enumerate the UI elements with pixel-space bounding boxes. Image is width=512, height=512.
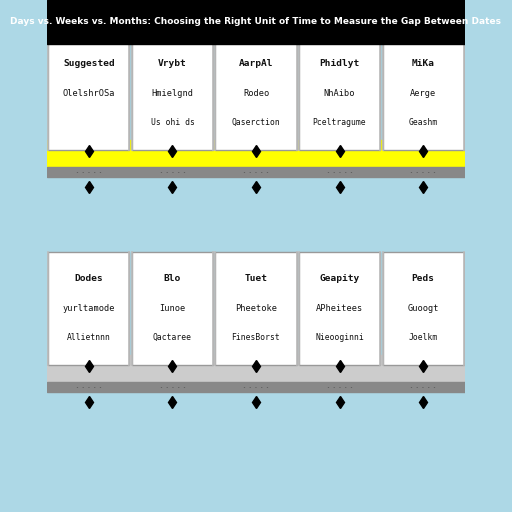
Text: Guoogt: Guoogt [408,304,439,313]
FancyBboxPatch shape [216,37,296,150]
FancyBboxPatch shape [48,37,130,150]
Text: - - - - -: - - - - - [243,170,269,175]
Text: Peds: Peds [412,274,435,284]
Text: - - - - -: - - - - - [410,385,436,390]
Text: - - - - -: - - - - - [76,170,102,175]
Text: Tuet: Tuet [245,274,267,284]
Bar [47,0,465,44]
Text: Qaserction: Qaserction [231,118,281,127]
Text: Blo: Blo [164,274,181,284]
Text: - - - - -: - - - - - [160,170,185,175]
Text: NhAibo: NhAibo [324,89,355,98]
Text: Geashm: Geashm [409,118,438,127]
FancyBboxPatch shape [216,252,296,365]
Text: Vrybt: Vrybt [158,59,187,69]
FancyBboxPatch shape [299,37,380,150]
FancyBboxPatch shape [132,37,213,150]
Text: Geapity: Geapity [319,274,360,284]
Text: Us ohi ds: Us ohi ds [151,118,195,127]
Text: - - - - -: - - - - - [327,385,352,390]
Bar [47,167,465,177]
Bar [47,382,465,392]
Text: - - - - -: - - - - - [327,170,352,175]
Text: Allietnnn: Allietnnn [67,333,111,342]
Text: AarpAl: AarpAl [239,59,273,69]
Text: Qactaree: Qactaree [153,333,192,342]
Text: MiKa: MiKa [412,59,435,69]
Text: Nieooginni: Nieooginni [315,333,364,342]
Text: Suggested: Suggested [63,59,115,69]
Text: Phidlyt: Phidlyt [319,59,360,69]
Bar [47,139,465,168]
Text: - - - - -: - - - - - [243,385,269,390]
Text: Days vs. Weeks vs. Months: Choosing the Right Unit of Time to Measure the Gap Be: Days vs. Weeks vs. Months: Choosing the … [11,17,501,26]
FancyBboxPatch shape [48,252,130,365]
Text: - - - - -: - - - - - [160,385,185,390]
FancyBboxPatch shape [299,252,380,365]
Text: Pceltragume: Pceltragume [313,118,367,127]
Text: OlelshrOSa: OlelshrOSa [62,89,115,98]
Text: Joelkm: Joelkm [409,333,438,342]
Text: - - - - -: - - - - - [410,170,436,175]
Text: Hmielgnd: Hmielgnd [152,89,194,98]
FancyBboxPatch shape [382,252,464,365]
Text: yurltamode: yurltamode [62,304,115,313]
Text: Dodes: Dodes [75,274,103,284]
Text: APheitees: APheitees [316,304,363,313]
Text: Pheetoke: Pheetoke [235,304,277,313]
Text: Iunoe: Iunoe [159,304,185,313]
Text: FinesBorst: FinesBorst [231,333,281,342]
Text: Aerge: Aerge [410,89,436,98]
Text: Rodeo: Rodeo [243,89,269,98]
FancyBboxPatch shape [382,37,464,150]
Text: - - - - -: - - - - - [76,385,102,390]
FancyBboxPatch shape [132,252,213,365]
Bar [47,354,465,383]
